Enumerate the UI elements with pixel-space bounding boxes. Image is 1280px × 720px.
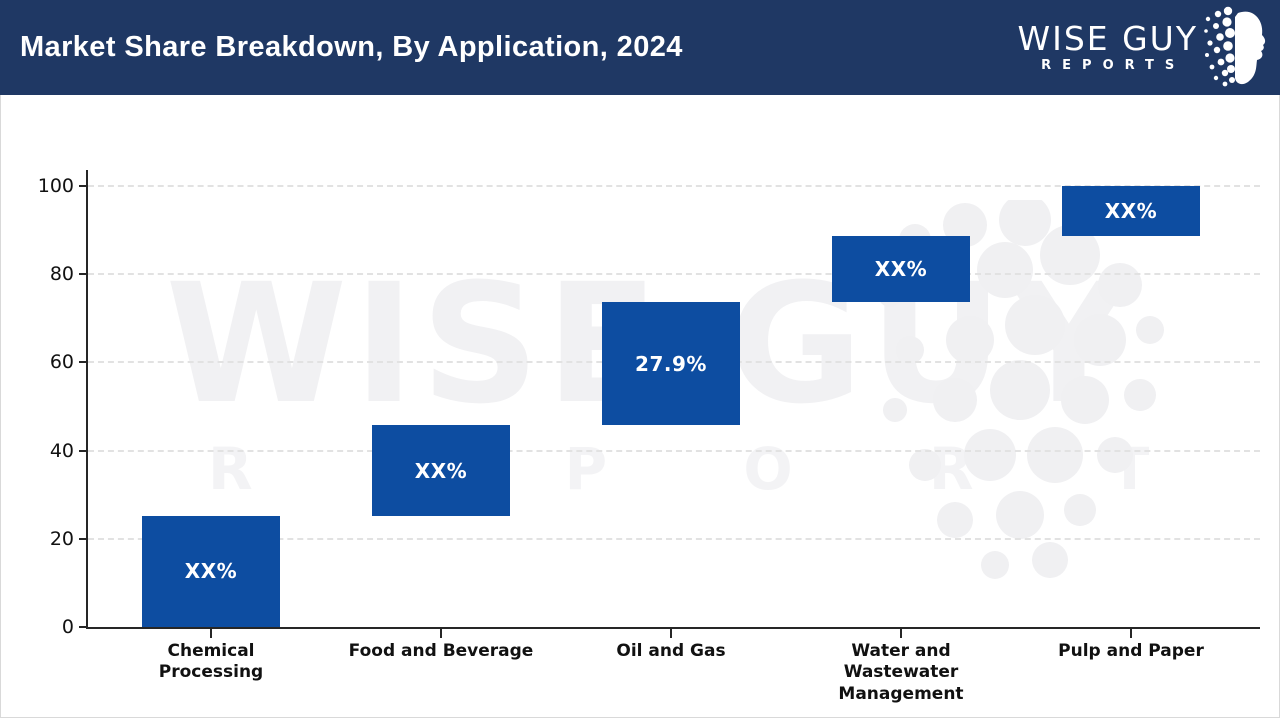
header-bar: Market Share Breakdown, By Application, …: [0, 0, 1280, 95]
ytick-label-0: 0: [61, 616, 74, 638]
ytick-label-60: 60: [49, 351, 74, 374]
bar-value-label: XX%: [874, 257, 928, 282]
ytick-mark-40: [79, 449, 88, 452]
logo-face-dots-icon: [1204, 6, 1266, 86]
bar-value-label: 27.9%: [635, 351, 707, 376]
gridline-y40: [88, 449, 1260, 452]
bar-2-food-and-beverage: XX%: [372, 425, 510, 516]
logo-wiseguy-text: WISE GUY: [1017, 18, 1198, 58]
xtick-mark-3: [670, 629, 672, 638]
gridline-y20: [88, 537, 1260, 540]
bar-value-label: XX%: [414, 458, 468, 483]
bar-value-label: XX%: [184, 559, 238, 584]
ytick-label-20: 20: [49, 527, 74, 550]
xtick-mark-4: [900, 629, 902, 638]
ytick-mark-100: [79, 185, 88, 187]
category-label-1: Chemical Processing: [158, 641, 264, 683]
y-axis-line: [86, 170, 88, 629]
bar-3-oil-and-gas: 27.9%: [602, 302, 740, 426]
gridline-y100: [88, 185, 1260, 187]
ytick-label-40: 40: [49, 439, 74, 462]
ytick-label-100: 100: [37, 175, 74, 197]
category-label-4: Water and Wastewater Management: [838, 641, 964, 704]
frame-bottom-border: [0, 717, 1280, 718]
logo-wordmark: WISE GUY REPORTS: [1017, 18, 1198, 74]
x-axis-line: [86, 627, 1260, 629]
category-label-2: Food and Beverage: [348, 641, 534, 661]
bar-value-label: XX%: [1104, 199, 1158, 224]
ytick-label-80: 80: [49, 263, 74, 286]
xtick-mark-2: [440, 629, 442, 638]
page-title: Market Share Breakdown, By Application, …: [20, 31, 683, 63]
category-label-3: Oil and Gas: [616, 641, 726, 661]
ytick-mark-0: [79, 626, 88, 628]
logo-reports-text: REPORTS: [1041, 58, 1186, 74]
ytick-mark-20: [79, 537, 88, 540]
ytick-mark-60: [79, 361, 88, 364]
gridline-y80: [88, 273, 1260, 276]
ytick-mark-80: [79, 273, 88, 276]
category-label-5: Pulp and Paper: [1058, 641, 1204, 661]
xtick-mark-5: [1130, 629, 1132, 638]
wise-guy-reports-logo: WISE GUY REPORTS: [1017, 5, 1280, 91]
bar-4-water-and-wastewater-management: XX%: [832, 236, 970, 303]
bar-5-pulp-and-paper: XX%: [1062, 186, 1200, 237]
xtick-mark-1: [210, 629, 212, 638]
frame-left-border: [0, 95, 1, 718]
bar-1-chemical-processing: XX%: [142, 515, 280, 627]
